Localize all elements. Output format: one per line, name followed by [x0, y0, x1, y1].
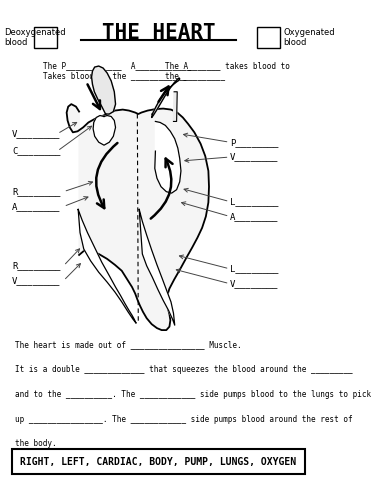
Polygon shape: [78, 210, 136, 323]
Text: Takes blood to the ____________: Takes blood to the ____________: [43, 72, 187, 80]
Polygon shape: [91, 66, 115, 114]
Polygon shape: [152, 78, 180, 118]
Text: The A_______ takes blood to: The A_______ takes blood to: [165, 62, 290, 70]
Bar: [257, 28, 280, 48]
Polygon shape: [173, 92, 177, 122]
Text: The P____________  A____________: The P____________ A____________: [43, 62, 191, 70]
Polygon shape: [155, 122, 181, 193]
Text: V________: V________: [12, 276, 61, 285]
Text: L________: L________: [230, 264, 279, 274]
Text: A________: A________: [12, 202, 61, 211]
Polygon shape: [93, 116, 115, 145]
Text: and to the __________. The ____________ side pumps blood to the lungs to pick: and to the __________. The ____________ …: [15, 390, 371, 399]
Text: RIGHT, LEFT, CARDIAC, BODY, PUMP, LUNGS, OXYGEN: RIGHT, LEFT, CARDIAC, BODY, PUMP, LUNGS,…: [20, 456, 296, 466]
Text: R________: R________: [12, 187, 61, 196]
Text: R________: R________: [12, 262, 61, 270]
Text: up ________________. The ____________ side pumps blood around the rest of: up ________________. The ____________ si…: [15, 414, 353, 424]
Text: the body.: the body.: [15, 440, 57, 448]
Text: THE HEART: THE HEART: [102, 24, 215, 44]
Text: C________: C________: [12, 146, 61, 156]
Text: Oxygenated
blood: Oxygenated blood: [283, 28, 335, 47]
Text: L________: L________: [230, 197, 279, 206]
Text: the _________: the _________: [165, 72, 225, 80]
Text: V________: V________: [12, 130, 61, 138]
Text: V________: V________: [230, 279, 279, 288]
Text: The heart is made out of ________________ Muscle.: The heart is made out of _______________…: [15, 340, 242, 349]
Text: P________: P________: [230, 138, 279, 146]
Text: A________: A________: [230, 212, 279, 221]
Bar: [34, 28, 57, 48]
Text: It is a double _____________ that squeezes the blood around the _________: It is a double _____________ that squeez…: [15, 365, 353, 374]
Text: V________: V________: [230, 152, 279, 162]
Polygon shape: [139, 210, 175, 325]
Text: Deoxygenated
blood: Deoxygenated blood: [4, 28, 66, 47]
Polygon shape: [67, 104, 209, 330]
Bar: [12, 449, 305, 474]
